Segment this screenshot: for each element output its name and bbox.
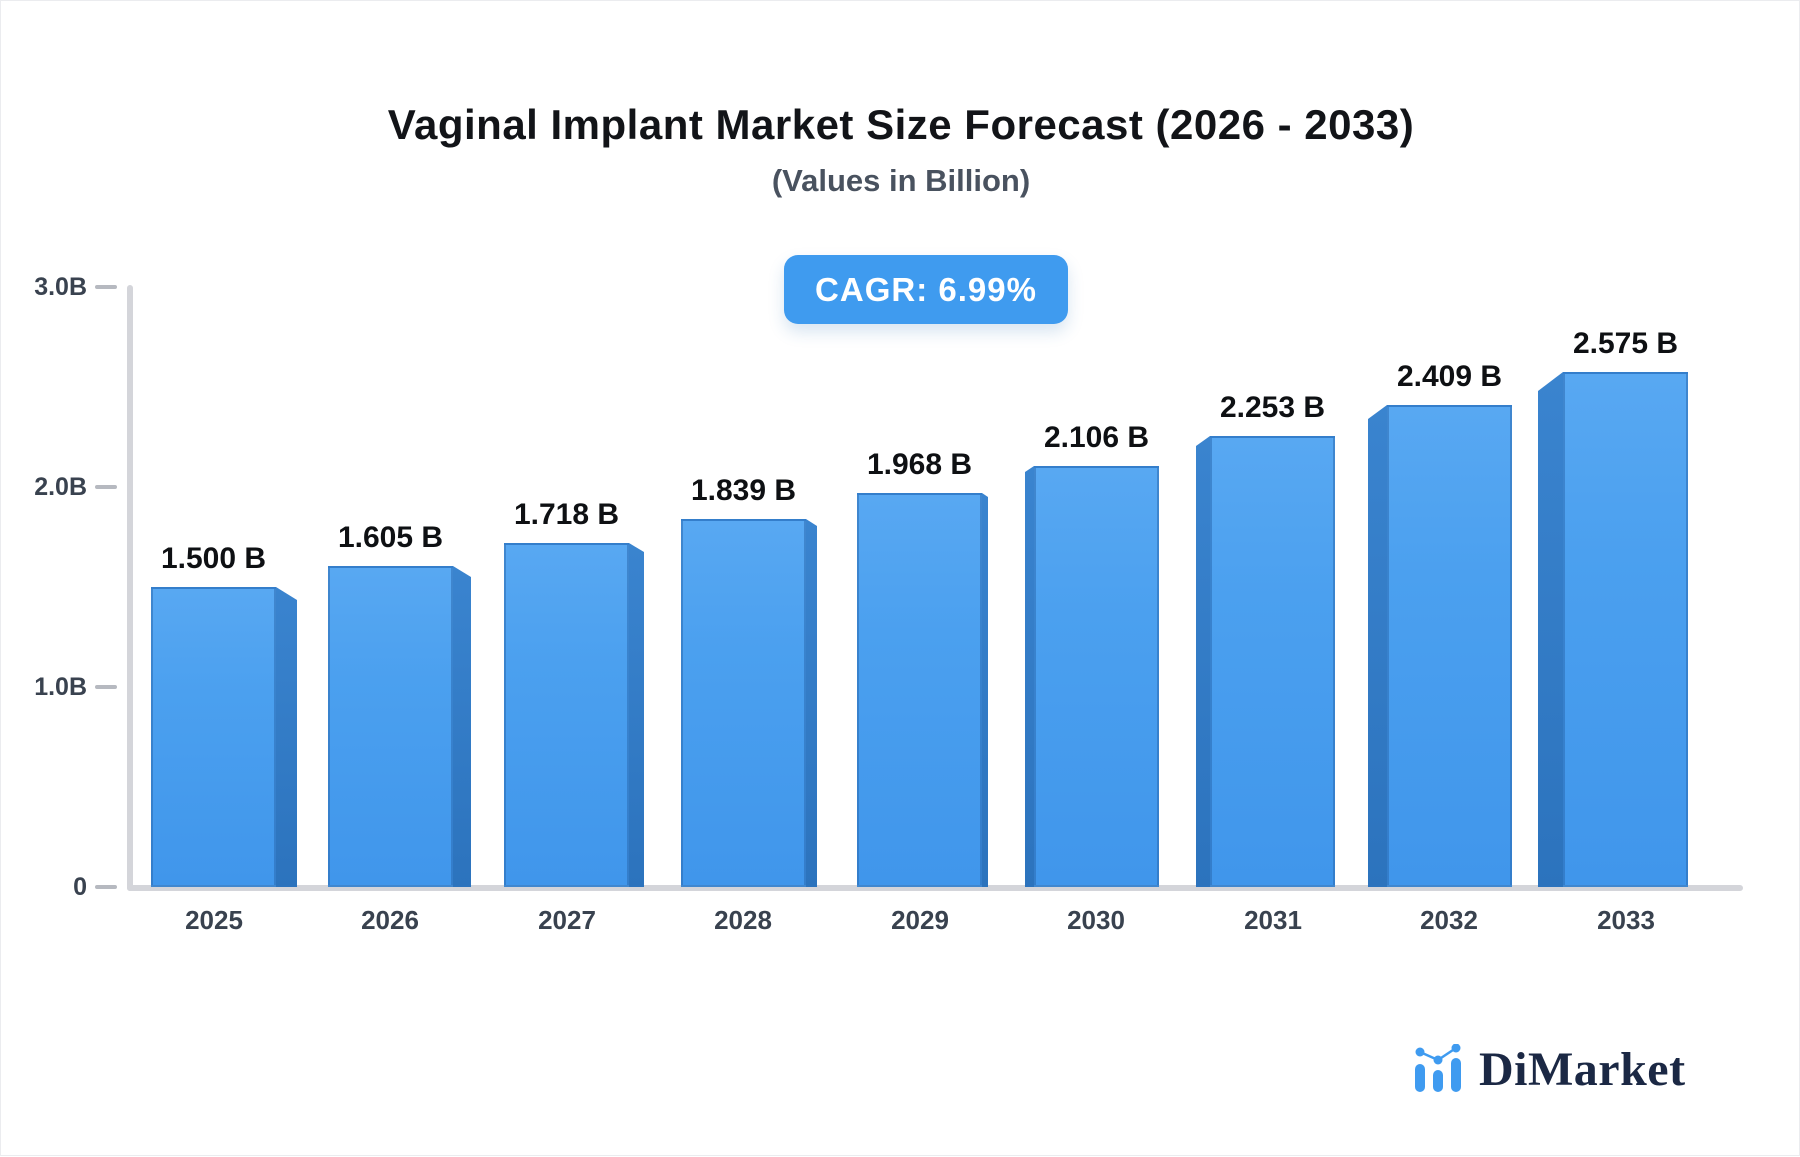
page-title: Vaginal Implant Market Size Forecast (20…	[387, 101, 1415, 148]
y-tick-label: 2.0B	[34, 473, 87, 501]
bar-front-face	[328, 566, 453, 887]
bar-side-face	[453, 566, 471, 887]
bar-2026[interactable]: 1.605 B	[328, 521, 471, 887]
bar-side-face	[1538, 372, 1563, 887]
bar-2033[interactable]: 2.575 B	[1538, 327, 1688, 887]
x-axis-label-2027: 2027	[538, 905, 596, 935]
x-axis-label-2030: 2030	[1067, 905, 1125, 935]
x-axis-label-2026: 2026	[361, 905, 419, 935]
bar-front-face	[1563, 372, 1688, 887]
page-subtitle: (Values in Billion)	[771, 163, 1031, 198]
bar-front-face	[151, 587, 276, 887]
bar-front-face	[681, 519, 806, 887]
brand-chart-icon	[1413, 1043, 1465, 1094]
bar-side-face	[982, 493, 988, 887]
x-axis-label-2029: 2029	[891, 905, 949, 935]
bar-value-label: 1.718 B	[513, 498, 620, 531]
x-axis-label-2032: 2032	[1420, 905, 1478, 935]
x-axis-label-2025: 2025	[185, 905, 243, 935]
x-axis-label-2033: 2033	[1597, 905, 1655, 935]
bar-side-face	[1025, 466, 1034, 887]
y-tick-label: 1.0B	[34, 673, 87, 701]
bar-2027[interactable]: 1.718 B	[504, 498, 644, 887]
bar-side-face	[276, 587, 297, 887]
y-tick	[95, 485, 117, 489]
bar-side-face	[1196, 436, 1210, 887]
brand-logo: DiMarket	[1413, 1037, 1686, 1101]
bar-side-face	[806, 519, 817, 887]
bar-value-label: 2.253 B	[1219, 391, 1326, 424]
bar-value-label: 1.500 B	[160, 542, 267, 575]
bar-value-label: 2.409 B	[1396, 360, 1503, 393]
y-tick	[95, 685, 117, 689]
bar-front-face	[857, 493, 982, 887]
bar-value-label: 2.106 B	[1043, 421, 1150, 454]
bar-value-label: 2.575 B	[1572, 327, 1679, 360]
brand-name: DiMarket	[1479, 1042, 1686, 1096]
y-tick-label: 3.0B	[34, 273, 87, 301]
bar-side-face	[629, 543, 644, 887]
x-axis-line	[127, 885, 1743, 891]
bar-side-face	[1368, 405, 1387, 887]
bar-front-face	[504, 543, 629, 887]
bar-2032[interactable]: 2.409 B	[1368, 360, 1512, 887]
bar-value-label: 1.605 B	[337, 521, 444, 554]
bar-value-label: 1.839 B	[690, 474, 797, 507]
y-axis-line	[127, 285, 133, 891]
bar-2029[interactable]: 1.968 B	[857, 448, 988, 887]
bar-2028[interactable]: 1.839 B	[681, 474, 817, 887]
y-tick	[95, 885, 117, 889]
y-tick	[95, 285, 117, 289]
x-axis-label-2028: 2028	[714, 905, 772, 935]
bar-value-label: 1.968 B	[866, 448, 973, 481]
cagr-badge: CAGR: 6.99%	[784, 255, 1068, 324]
y-tick-label: 0	[73, 873, 87, 901]
bar-front-face	[1034, 466, 1159, 887]
bar-2031[interactable]: 2.253 B	[1196, 391, 1335, 887]
bar-2030[interactable]: 2.106 B	[1025, 421, 1159, 887]
x-axis-label-2031: 2031	[1244, 905, 1302, 935]
bar-front-face	[1387, 405, 1512, 887]
bar-front-face	[1210, 436, 1335, 887]
bar-2025[interactable]: 1.500 B	[151, 542, 297, 887]
